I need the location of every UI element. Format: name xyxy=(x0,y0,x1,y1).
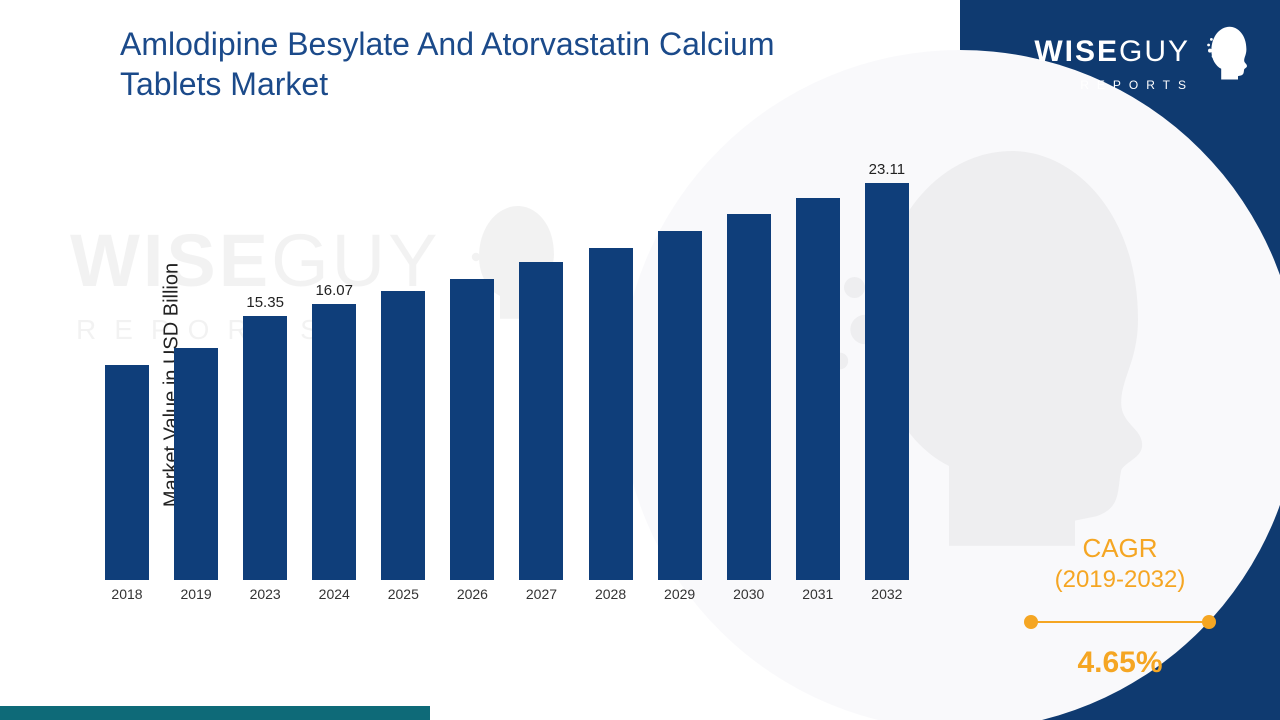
bottom-accent-strip xyxy=(0,706,430,720)
x-tick-label: 2029 xyxy=(649,586,711,602)
cagr-dot-right-icon xyxy=(1202,615,1216,629)
stage: Amlodipine Besylate And Atorvastatin Cal… xyxy=(0,0,1280,720)
bar-rect xyxy=(865,183,909,580)
x-tick-label: 2024 xyxy=(303,586,365,602)
bar-rect xyxy=(312,304,356,580)
bar-rect xyxy=(796,198,840,580)
bar-rect xyxy=(105,365,149,580)
bar-slot: 15.35 xyxy=(234,294,296,580)
cagr-range: (2019-2032) xyxy=(1000,566,1240,594)
bar-rect xyxy=(727,214,771,580)
logo-text-bold: WISE xyxy=(1034,35,1119,69)
logo-head-icon xyxy=(1196,24,1252,80)
bar-value-label: 23.11 xyxy=(869,161,905,179)
bar-slot: 23.11 xyxy=(856,161,918,580)
cagr-divider xyxy=(1030,612,1210,632)
bar-value-label: 15.35 xyxy=(246,294,284,312)
bar-slot xyxy=(510,240,572,580)
bar-rect xyxy=(243,316,287,580)
logo-subtext: REPORTS xyxy=(1034,78,1252,92)
bar-rect xyxy=(589,248,633,580)
bar-slot xyxy=(96,343,158,580)
bar-slot xyxy=(718,192,780,580)
bar-rect xyxy=(174,348,218,580)
x-tick-label: 2023 xyxy=(234,586,296,602)
chart-title: Amlodipine Besylate And Atorvastatin Cal… xyxy=(120,24,820,104)
bar-slot: 16.07 xyxy=(303,282,365,580)
x-tick-label: 2032 xyxy=(856,586,918,602)
bar-slot xyxy=(580,226,642,580)
plot-area: 15.35 16.07 23.11 xyxy=(92,150,922,580)
x-axis-labels: 2018 2019 2023 2024 2025 2026 2027 2028 2029 2030… xyxy=(92,586,922,602)
x-tick-label: 2018 xyxy=(96,586,158,602)
logo-text-thin: GUY xyxy=(1119,35,1190,69)
bar-rect xyxy=(381,291,425,580)
x-tick-label: 2027 xyxy=(510,586,572,602)
cagr-panel: CAGR (2019-2032) 4.65% xyxy=(1000,533,1240,680)
cagr-title: CAGR xyxy=(1000,533,1240,564)
bar-slot xyxy=(649,209,711,580)
cagr-value: 4.65% xyxy=(1000,646,1240,680)
x-tick-label: 2026 xyxy=(441,586,503,602)
bar-rect xyxy=(450,279,494,580)
bar-slot xyxy=(441,257,503,580)
bar-value-label: 16.07 xyxy=(315,282,353,300)
x-tick-label: 2031 xyxy=(787,586,849,602)
brand-logo: WISE GUY REPORTS xyxy=(1034,24,1252,92)
bar-rect xyxy=(658,231,702,580)
bar-slot xyxy=(372,269,434,580)
x-tick-label: 2030 xyxy=(718,586,780,602)
bar-slot xyxy=(787,176,849,580)
bar-chart: WISE GUY REPORTS Market Value in USD Bil… xyxy=(50,150,930,620)
bars-container: 15.35 16.07 23.11 xyxy=(92,150,922,580)
cagr-dot-left-icon xyxy=(1024,615,1038,629)
bar-rect xyxy=(519,262,563,580)
bar-slot xyxy=(165,326,227,580)
x-tick-label: 2025 xyxy=(372,586,434,602)
x-tick-label: 2028 xyxy=(580,586,642,602)
x-tick-label: 2019 xyxy=(165,586,227,602)
